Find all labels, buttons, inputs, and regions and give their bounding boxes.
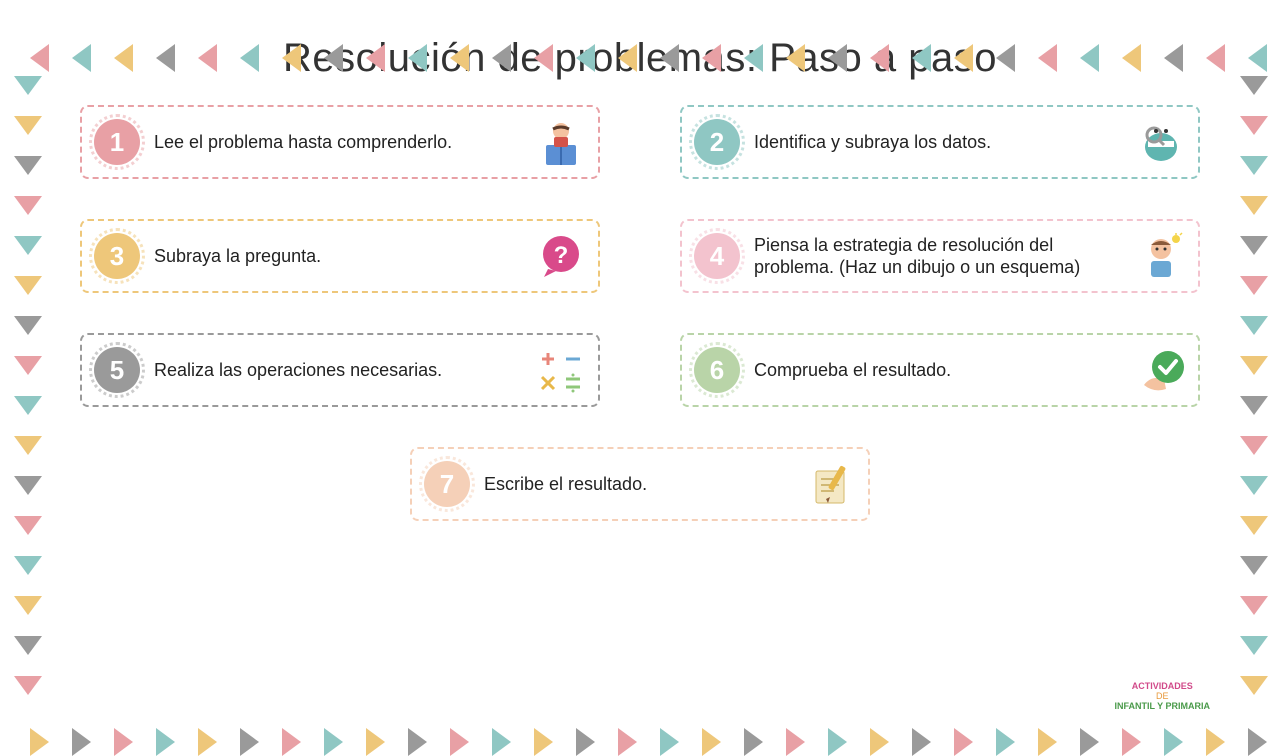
step-card-1: 1 Lee el problema hasta comprenderlo. (80, 105, 600, 179)
step-card-4: 4 Piensa la estrategia de resolución del… (680, 219, 1200, 293)
step-badge-1: 1 (94, 119, 140, 165)
write-icon (806, 459, 856, 509)
step-card-5: 5 Realiza las operaciones necesarias. (80, 333, 600, 407)
step-text-2: Identifica y subraya los datos. (754, 131, 1128, 154)
step-badge-2: 2 (694, 119, 740, 165)
step-card-7: 7 Escribe el resultado. (410, 447, 870, 521)
steps-container: 1 Lee el problema hasta comprenderlo. 2 … (0, 81, 1280, 521)
step-card-2: 2 Identifica y subraya los datos. (680, 105, 1200, 179)
math-icon (536, 345, 586, 395)
step-card-6: 6 Comprueba el resultado. (680, 333, 1200, 407)
step-badge-7: 7 (424, 461, 470, 507)
step-text-3: Subraya la pregunta. (154, 245, 528, 268)
step-text-4: Piensa la estrategia de resolución del p… (754, 234, 1128, 279)
step-text-1: Lee el problema hasta comprenderlo. (154, 131, 528, 154)
step-badge-4: 4 (694, 233, 740, 279)
brand-logo: ACTIVIDADES DE INFANTIL Y PRIMARIA (1114, 682, 1210, 712)
check-icon (1136, 345, 1186, 395)
question-icon: ? (536, 231, 586, 281)
step-text-6: Comprueba el resultado. (754, 359, 1128, 382)
step-text-7: Escribe el resultado. (484, 473, 798, 496)
step-text-5: Realiza las operaciones necesarias. (154, 359, 528, 382)
step-badge-3: 3 (94, 233, 140, 279)
svg-text:?: ? (554, 242, 569, 269)
book-icon (536, 117, 586, 167)
step-badge-6: 6 (694, 347, 740, 393)
think-icon (1136, 231, 1186, 281)
step-badge-5: 5 (94, 347, 140, 393)
step-card-3: 3 Subraya la pregunta. ? (80, 219, 600, 293)
search-icon (1136, 117, 1186, 167)
